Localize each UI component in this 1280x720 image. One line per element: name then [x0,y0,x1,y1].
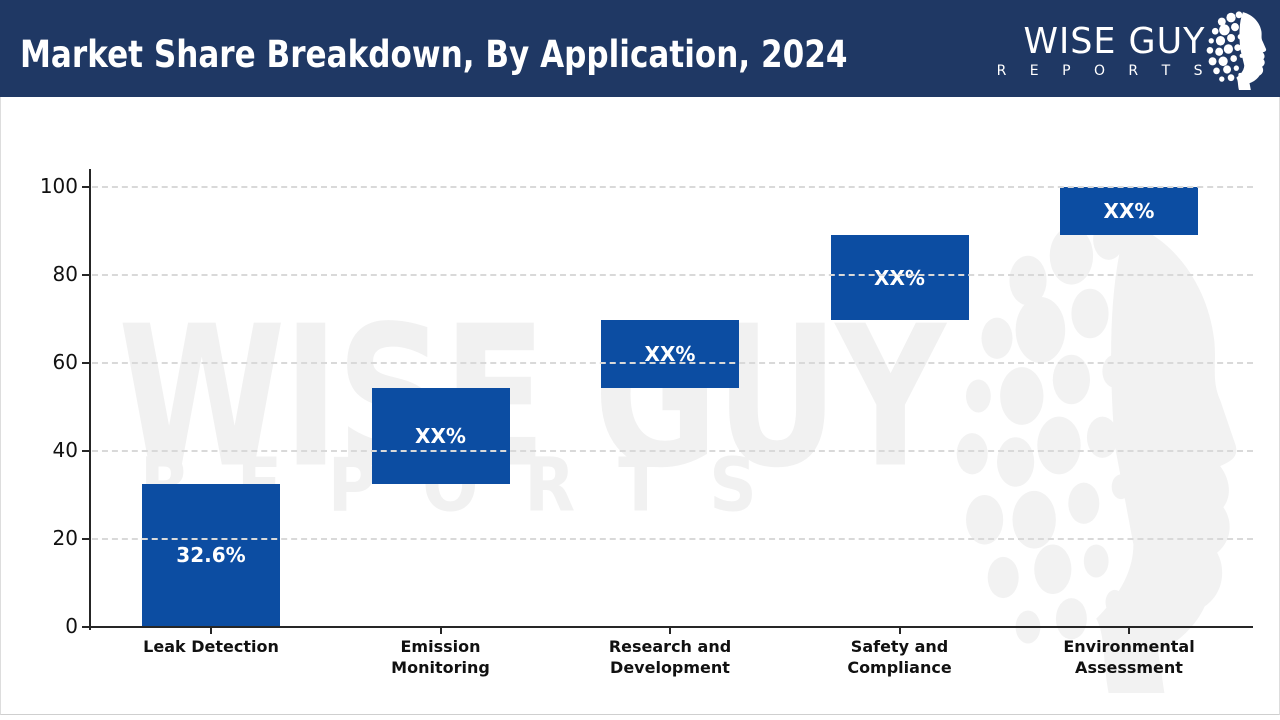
gridline-y-60 [92,362,1253,364]
y-tick-label-0: 0 [65,614,78,638]
watermark-head-icon [956,218,1237,693]
y-tick-mark-40 [82,450,90,452]
page-title-text: Market Share Breakdown, By Application, … [20,33,848,76]
x-tick-mark-emission-monitoring [439,628,442,634]
x-tick-label-research-and-development: Research and Development [608,637,732,677]
gridline-y-20 [92,538,1253,540]
x-axis-spine [89,626,1253,628]
page-title: Market Share Breakdown, By Application, … [20,33,1005,76]
x-tick-label-emission-monitoring: Emission Monitoring [391,637,490,677]
y-tick-label-80: 80 [52,262,78,286]
gridline-y-80 [92,274,1253,276]
y-tick-label-100: 100 [39,174,78,198]
bar-value-label-research-and-development: XX% [644,341,696,366]
x-tick-mark-safety-and-compliance [898,628,901,634]
y-tick-label-20: 20 [52,526,78,550]
gridline-y-100 [92,186,1253,188]
x-tick-label-environmental-assessment: Environmental Assessment [1063,637,1195,677]
bar-emission-monitoring: XX% [371,388,510,484]
y-tick-mark-80 [82,274,90,276]
chart-plot-area: 0 20 40 60 80 100 32.6% Leak Detection XX% Emissi… [0,97,1280,714]
x-tick-label-safety-and-compliance: Safety and Compliance [847,637,952,677]
bar-value-label-emission-monitoring: XX% [415,423,466,448]
y-tick-mark-20 [82,538,90,540]
x-tick-mark-research-and-development [669,628,671,634]
bar-value-label-leak-detection: 32.6% [176,543,246,568]
bar-value-label-environmental-assessment: XX% [1103,199,1155,224]
bar-value-label-safety-and-compliance: XX% [874,265,925,290]
watermark-text-line1: WISE GUY [118,284,946,511]
brand-logo-line2: R E P O R T S [996,63,1212,79]
x-tick-mark-environmental-assessment [1128,628,1130,634]
y-tick-label-40: 40 [52,438,78,462]
head-profile-icon [1206,11,1267,90]
x-tick-label-leak-detection: Leak Detection [143,637,279,656]
header-bar: Market Share Breakdown, By Application, … [0,0,1280,97]
bar-leak-detection: 32.6% [142,483,280,627]
brand-logo: WISE GUY R E P O R T S [997,5,1272,93]
x-tick-mark-leak-detection [210,628,212,634]
y-tick-mark-100 [82,186,90,188]
gridline-y-40 [92,450,1253,452]
y-tick-label-60: 60 [52,350,78,374]
y-tick-mark-0 [82,626,90,628]
y-axis-spine [89,169,91,630]
brand-logo-text: WISE GUY R E P O R T S [997,21,1205,80]
bar-research-and-development: XX% [601,319,739,389]
y-tick-mark-60 [82,362,90,364]
bar-environmental-assessment: XX% [1060,187,1198,236]
brand-logo-line1: WISE GUY [1023,21,1205,62]
bar-safety-and-compliance: XX% [830,235,969,320]
